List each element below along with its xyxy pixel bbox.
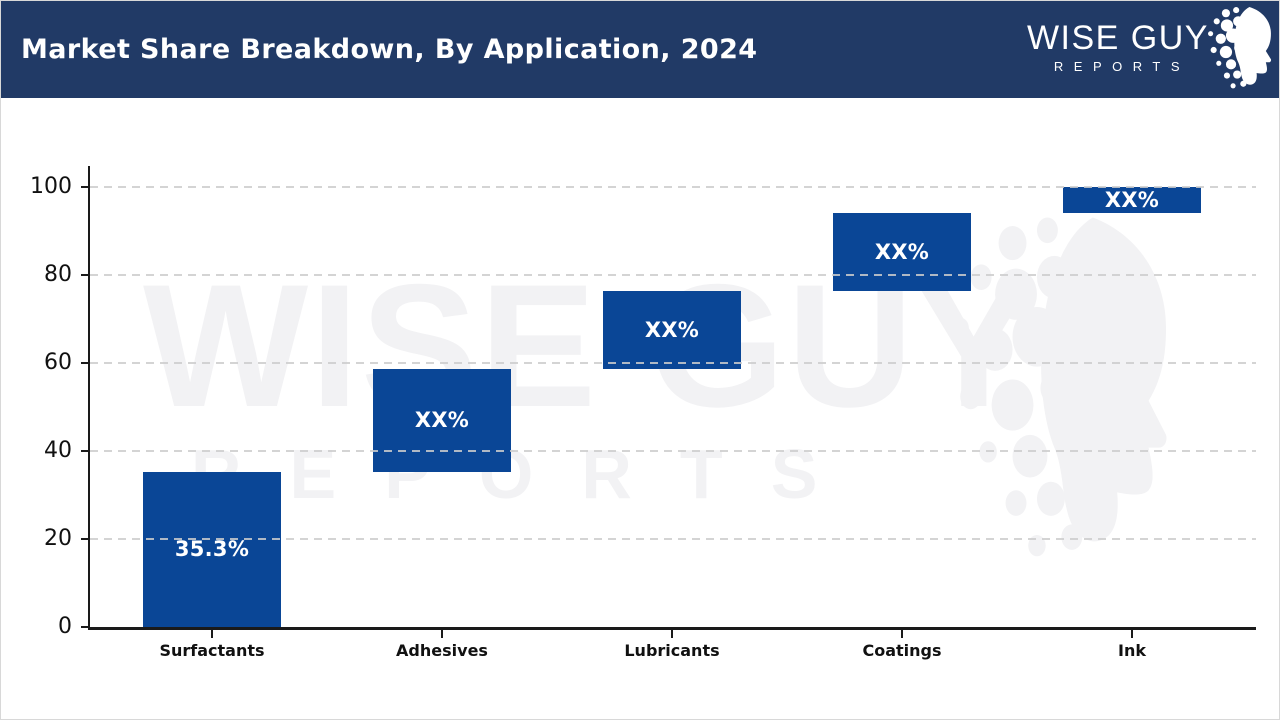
bar-value-label-coatings: XX% <box>874 240 930 265</box>
x-tick-mark <box>671 630 673 638</box>
gridline-y-100 <box>90 186 1256 188</box>
bar-value-label-lubricants: XX% <box>644 317 700 342</box>
gridline-y-80 <box>90 274 1256 276</box>
y-tick-mark <box>81 626 88 628</box>
bar-coatings: XX% <box>833 213 971 291</box>
category-label-adhesives: Adhesives <box>396 641 488 660</box>
y-tick-mark <box>81 450 88 452</box>
y-tick-mark <box>81 538 88 540</box>
bar-value-label-adhesives: XX% <box>414 408 470 433</box>
bar-surfactants: 35.3% <box>143 471 281 627</box>
logo-head-icon <box>1208 7 1272 89</box>
category-label-coatings: Coatings <box>862 641 942 660</box>
x-tick-mark <box>441 630 443 638</box>
y-tick-label: 60 <box>44 350 72 375</box>
bar-ink: XX% <box>1063 187 1201 214</box>
brand-subtitle: REPORTS <box>1053 59 1191 74</box>
gridline-y-60 <box>90 362 1256 364</box>
bar-value-label-surfactants: 35.3% <box>174 537 250 562</box>
bar-value-label-ink: XX% <box>1104 188 1160 213</box>
y-tick-label: 20 <box>44 526 72 551</box>
y-tick-label: 40 <box>44 438 72 463</box>
x-tick-mark <box>901 630 903 638</box>
y-tick-label: 0 <box>58 614 72 639</box>
brand-logo: WISE GUY REPORTS <box>1013 1 1273 98</box>
y-tick-mark <box>81 362 88 364</box>
category-label-ink: Ink <box>1118 641 1146 660</box>
x-axis-line <box>88 627 1256 630</box>
category-label-surfactants: Surfactants <box>159 641 265 660</box>
brand-logo-text: WISE GUY REPORTS <box>1027 21 1209 74</box>
gridline-y-40 <box>90 450 1256 452</box>
y-axis-line <box>88 166 90 630</box>
watermark-head-icon <box>951 217 1167 557</box>
category-label-lubricants: Lubricants <box>624 641 720 660</box>
x-tick-mark <box>1131 630 1133 638</box>
bar-adhesives: XX% <box>373 368 511 472</box>
bar-lubricants: XX% <box>603 290 741 369</box>
brand-name: WISE GUY <box>1026 19 1209 57</box>
y-tick-label: 80 <box>44 262 72 287</box>
y-tick-label: 100 <box>30 174 72 199</box>
gridline-y-20 <box>90 538 1256 540</box>
y-tick-mark <box>81 274 88 276</box>
header-bar: Market Share Breakdown, By Application, … <box>1 1 1279 98</box>
x-tick-mark <box>211 630 213 638</box>
y-tick-mark <box>81 186 88 188</box>
page-title: Market Share Breakdown, By Application, … <box>21 34 758 65</box>
